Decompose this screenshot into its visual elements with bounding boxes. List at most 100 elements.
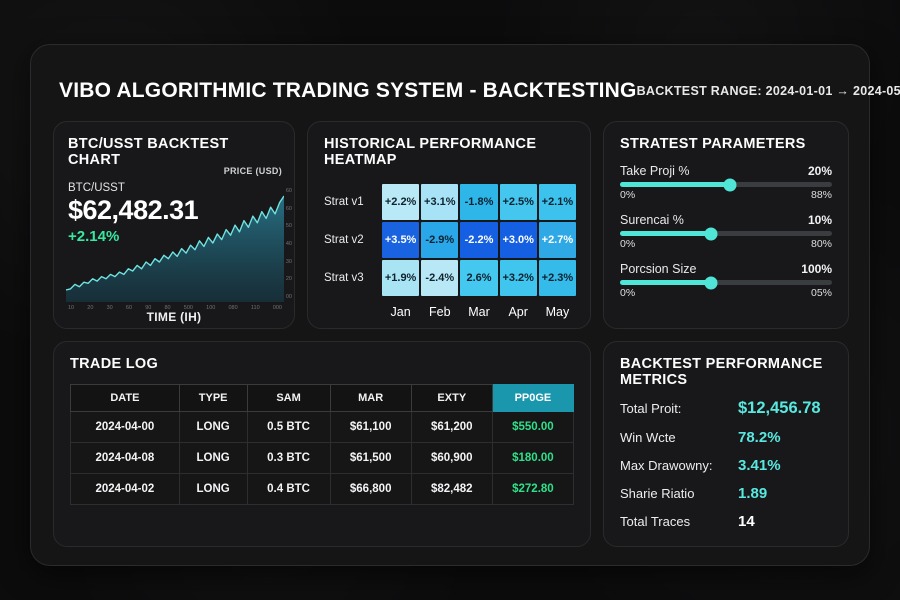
table-column-header[interactable]: DATE <box>70 384 180 412</box>
price-line-chart <box>66 184 284 302</box>
heatmap-month-label: Feb <box>429 305 451 319</box>
table-cell: $550.00 <box>491 411 575 443</box>
table-cell: LONG <box>178 442 248 474</box>
heatmap-row-label: Strat v2 <box>324 234 364 246</box>
heatmap-cell[interactable]: +3.5% <box>382 222 420 258</box>
heatmap-cell[interactable]: +3.0% <box>499 222 537 258</box>
parameter-value: 20% <box>807 164 832 178</box>
y-tick-label: 40 <box>285 240 292 247</box>
chart-y-axis-label: PRICE (USD) <box>223 166 282 176</box>
slider-fill <box>620 280 712 285</box>
y-tick-label: 50 <box>285 223 292 230</box>
heatmap-cell[interactable]: -2.4% <box>421 260 459 296</box>
x-tick-label: 500 <box>183 305 193 311</box>
metric-label: Sharie Riatio <box>620 486 695 501</box>
table-row[interactable]: 2024-04-00 LONG 0.5 BTC $61,100 $61,200 $550.… <box>70 411 575 443</box>
metrics-list: Total Proit: $12,456.78 Win Wcte 78.2% Max D… <box>620 399 832 530</box>
heatmap-month-label: May <box>545 305 570 319</box>
x-tick-label: 60 <box>125 305 133 311</box>
x-tick-label: 30 <box>106 305 113 311</box>
y-tick-label: 60 <box>285 188 292 194</box>
parameter-slider-list: Take Proji % 20% 0% 88% Surencai % 10% 0% 80% Po… <box>620 164 832 299</box>
parameter-slider[interactable]: Surencai % 10% 0% 80% <box>620 213 832 250</box>
dashboard-container: VIBO ALGORITHMIC TRADING SYSTEM - BACKTE… <box>30 44 900 566</box>
chart-price-value: $62,482.31 <box>68 195 199 225</box>
btc-backtest-chart-panel: BTC/USST BACKTEST CHART BTC/USST $62,482… <box>53 121 295 329</box>
heatmap-cell[interactable]: +1.9% <box>382 260 420 296</box>
table-cell: 0.3 BTC <box>246 442 331 474</box>
heatmap-month-label: Mar <box>468 305 490 319</box>
performance-heatmap-panel: HISTORICAL PERFORMANCE HEATMAP Strat v1 +… <box>307 121 591 329</box>
parameter-min: 0% <box>620 189 636 201</box>
parameter-min: 0% <box>620 287 636 299</box>
metric-row: Total Traces 14 <box>620 513 832 530</box>
table-cell: $60,900 <box>410 442 493 474</box>
table-cell: $180.00 <box>491 442 575 474</box>
table-cell: $61,500 <box>329 442 412 474</box>
y-tick-label: 00 <box>285 293 292 300</box>
table-cell: LONG <box>178 473 248 505</box>
table-cell: 2024-04-02 <box>70 473 180 505</box>
heatmap-cell[interactable]: +3.1% <box>421 184 459 220</box>
parameter-label: Porcsion Size <box>620 262 697 276</box>
table-cell: $66,800 <box>329 473 412 505</box>
table-cell: $61,100 <box>329 411 412 443</box>
heatmap-row-label: Strat v3 <box>324 272 364 284</box>
backtest-range[interactable]: BACKTEST RANGE: 2024-01-01 → 2024-05-20 … <box>637 84 900 99</box>
parameter-max: 88% <box>810 189 832 201</box>
parameter-value: 10% <box>807 213 832 227</box>
table-cell: 2024-04-00 <box>70 411 180 443</box>
heatmap-cell[interactable]: -1.8% <box>460 184 498 220</box>
table-cell: $82,482 <box>410 473 493 505</box>
heatmap-cell[interactable]: 2.6% <box>460 260 498 296</box>
slider-knob[interactable] <box>704 227 718 240</box>
slider-knob[interactable] <box>723 178 737 191</box>
heatmap-row-label: Strat v1 <box>324 196 364 208</box>
slider-track[interactable] <box>620 178 832 191</box>
parameter-slider[interactable]: Porcsion Size 100% 0% 05% <box>620 262 832 299</box>
slider-track[interactable] <box>620 276 832 289</box>
table-row[interactable]: 2024-04-02 LONG 0.4 BTC $66,800 $82,482 $272.… <box>70 473 575 505</box>
metric-label: Win Wcte <box>620 430 676 445</box>
parameter-label: Surencai % <box>620 213 684 227</box>
x-tick-label: 100 <box>206 305 216 311</box>
slider-fill <box>620 231 712 236</box>
heatmap-cell[interactable]: -2.2% <box>460 222 498 258</box>
heatmap-cell[interactable]: +2.1% <box>538 184 576 220</box>
y-tick-label: 20 <box>285 276 292 283</box>
metrics-panel-title: BACKTEST PERFORMANCE METRICS <box>620 356 823 388</box>
trade-log-table: DATE TYPE SAM MAR EXTY PP0GE 2024-04-00 LONG 0.… <box>70 384 575 505</box>
table-column-header[interactable]: MAR <box>329 384 412 412</box>
heatmap-cell[interactable]: +2.2% <box>382 184 420 220</box>
chart-panel-title: BTC/USST BACKTEST CHART <box>68 136 229 168</box>
chart-x-axis-label: TIME (IH) <box>146 310 202 324</box>
chart-pair-label: BTC/USST <box>68 182 125 194</box>
dashboard-header: VIBO ALGORITHMIC TRADING SYSTEM - BACKTE… <box>59 69 900 113</box>
heatmap-cell[interactable]: +2.7% <box>538 222 576 258</box>
table-column-header[interactable]: TYPE <box>178 384 248 412</box>
slider-track[interactable] <box>620 227 832 240</box>
trade-log-title: TRADE LOG <box>70 356 159 372</box>
x-tick-label: 080 <box>228 305 238 311</box>
heatmap-cell[interactable]: -2.9% <box>421 222 459 258</box>
heatmap-cell[interactable]: +3.2% <box>499 260 537 296</box>
table-cell: 2024-04-08 <box>70 442 180 474</box>
backtest-range-label: BACKTEST RANGE: 2024-01-01 → 2024-05-20 <box>636 84 900 98</box>
metric-label: Total Traces <box>620 514 691 529</box>
metric-row: Sharie Riatio 1.89 <box>620 485 832 502</box>
slider-fill <box>620 182 731 187</box>
y-tick-label: 60 <box>285 205 292 212</box>
metric-value: $12,456.78 <box>738 399 821 417</box>
heatmap-cell[interactable]: +2.3% <box>538 260 576 296</box>
table-row[interactable]: 2024-04-08 LONG 0.3 BTC $61,500 $60,900 $180.… <box>70 442 575 474</box>
heatmap-cell[interactable]: +2.5% <box>499 184 537 220</box>
table-column-header[interactable]: PP0GE <box>491 384 575 412</box>
metric-value: 78.2% <box>738 429 781 446</box>
table-column-header[interactable]: EXTY <box>410 384 493 412</box>
slider-knob[interactable] <box>704 276 718 289</box>
table-cell: 0.4 BTC <box>246 473 331 505</box>
parameter-slider[interactable]: Take Proji % 20% 0% 88% <box>620 164 832 201</box>
table-column-header[interactable]: SAM <box>246 384 331 412</box>
metric-row: Max Drawowny: 3.41% <box>620 457 832 474</box>
page-title: VIBO ALGORITHMIC TRADING SYSTEM - BACKTE… <box>59 79 637 102</box>
